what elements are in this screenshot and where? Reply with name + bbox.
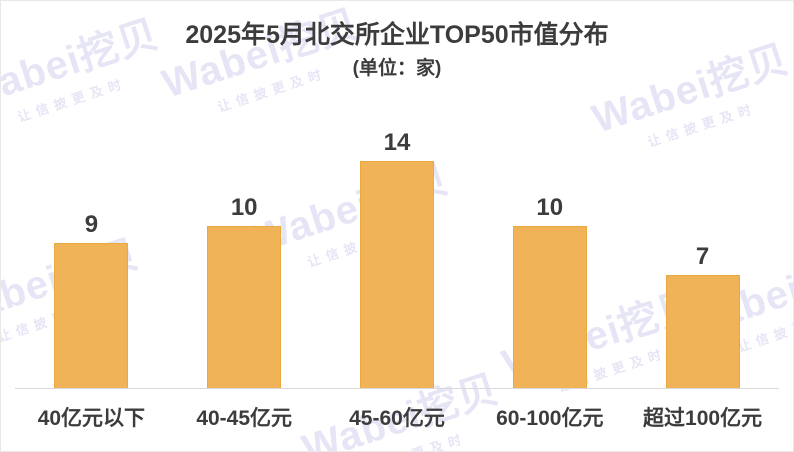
bar-group: 14: [324, 93, 469, 389]
bar-group: 7: [630, 93, 775, 389]
bar: [54, 243, 129, 389]
bar-value-label: 10: [230, 194, 258, 221]
x-axis-label: 45-60亿元: [349, 407, 445, 430]
x-axis-label: 超过100亿元: [643, 407, 763, 430]
x-axis-label: 60-100亿元: [496, 407, 604, 430]
bar-value-label: 9: [84, 211, 99, 238]
bar: [512, 226, 587, 389]
bar-value-label: 7: [695, 243, 710, 270]
chart-title: 2025年5月北交所企业TOP50市值分布: [185, 21, 609, 49]
plot-area: 9 10 14 10 7: [15, 93, 779, 389]
bar-group: 10: [172, 93, 317, 389]
x-axis-label: 40-45亿元: [196, 407, 293, 430]
bar-group: 10: [477, 93, 622, 389]
chart-subtitle: (单位：家): [352, 58, 442, 79]
bar: [359, 161, 434, 389]
x-axis-label: 40亿元以下: [37, 407, 146, 430]
bar-group: 9: [19, 93, 164, 389]
bar-series: 9 10 14 10 7: [15, 93, 779, 389]
x-axis-line: [15, 388, 779, 389]
x-axis-labels: 40亿元以下 40-45亿元 45-60亿元 60-100亿元 超过100亿元: [15, 397, 779, 437]
bar-value-label: 10: [536, 194, 564, 221]
bar: [207, 226, 282, 389]
bar-value-label: 14: [383, 129, 411, 156]
bar: [665, 275, 740, 389]
